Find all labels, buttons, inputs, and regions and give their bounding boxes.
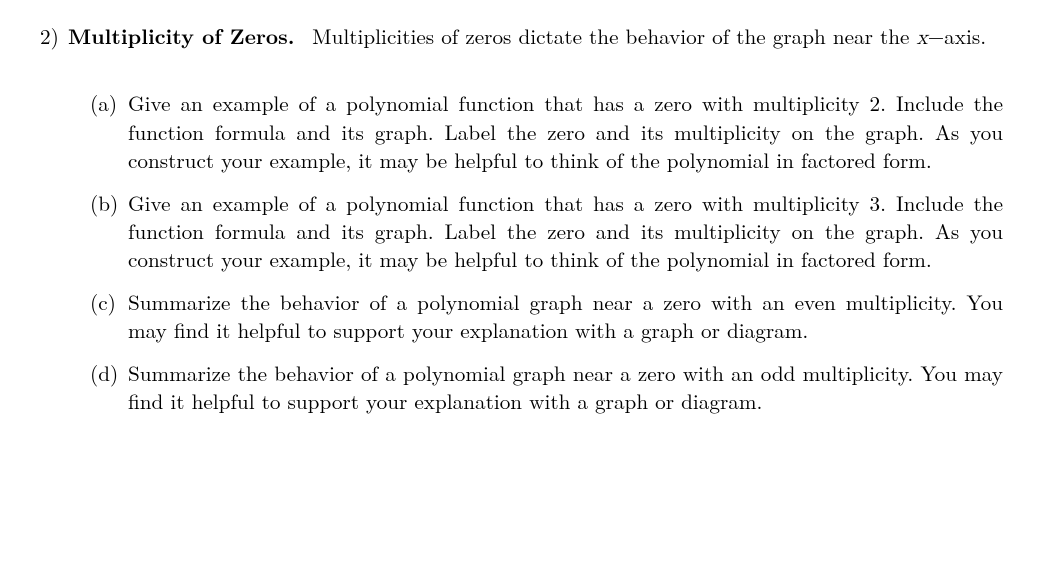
sub-label-b: (b): [90, 189, 128, 274]
sub-label-d: (d): [90, 359, 128, 416]
sub-item-d: (d) Summarize the behavior of a polynomi…: [90, 359, 1003, 416]
problem-intro-2: −axis.: [928, 21, 986, 51]
page-container: 2) Multiplicity of Zeros. Multiplicities…: [0, 0, 1043, 459]
problem-intro-1: Multiplicities of zeros dictate the beha…: [312, 21, 916, 51]
problem-title: Multiplicity of Zeros.: [68, 21, 294, 51]
sub-label-a: (a): [90, 89, 128, 174]
sub-body-d: Summarize the behavior of a polynomial g…: [128, 359, 1003, 416]
sub-item-list: (a) Give an example of a polynomial func…: [68, 89, 1003, 415]
problem-intro-pre: [302, 21, 313, 51]
sub-item-c: (c) Summarize the behavior of a polynomi…: [90, 288, 1003, 345]
sub-body-b: Give an example of a polynomial function…: [128, 189, 1003, 274]
sub-item-b: (b) Give an example of a polynomial func…: [90, 189, 1003, 274]
problem-body: Multiplicity of Zeros. Multiplicities of…: [68, 22, 1003, 429]
sub-item-a: (a) Give an example of a polynomial func…: [90, 89, 1003, 174]
sub-body-c: Summarize the behavior of a polynomial g…: [128, 288, 1003, 345]
sub-label-c: (c): [90, 288, 128, 345]
sub-body-a: Give an example of a polynomial function…: [128, 89, 1003, 174]
problem-intro-math: x: [917, 28, 928, 49]
problem-block: 2) Multiplicity of Zeros. Multiplicities…: [40, 22, 1003, 429]
problem-number: 2): [40, 22, 68, 429]
